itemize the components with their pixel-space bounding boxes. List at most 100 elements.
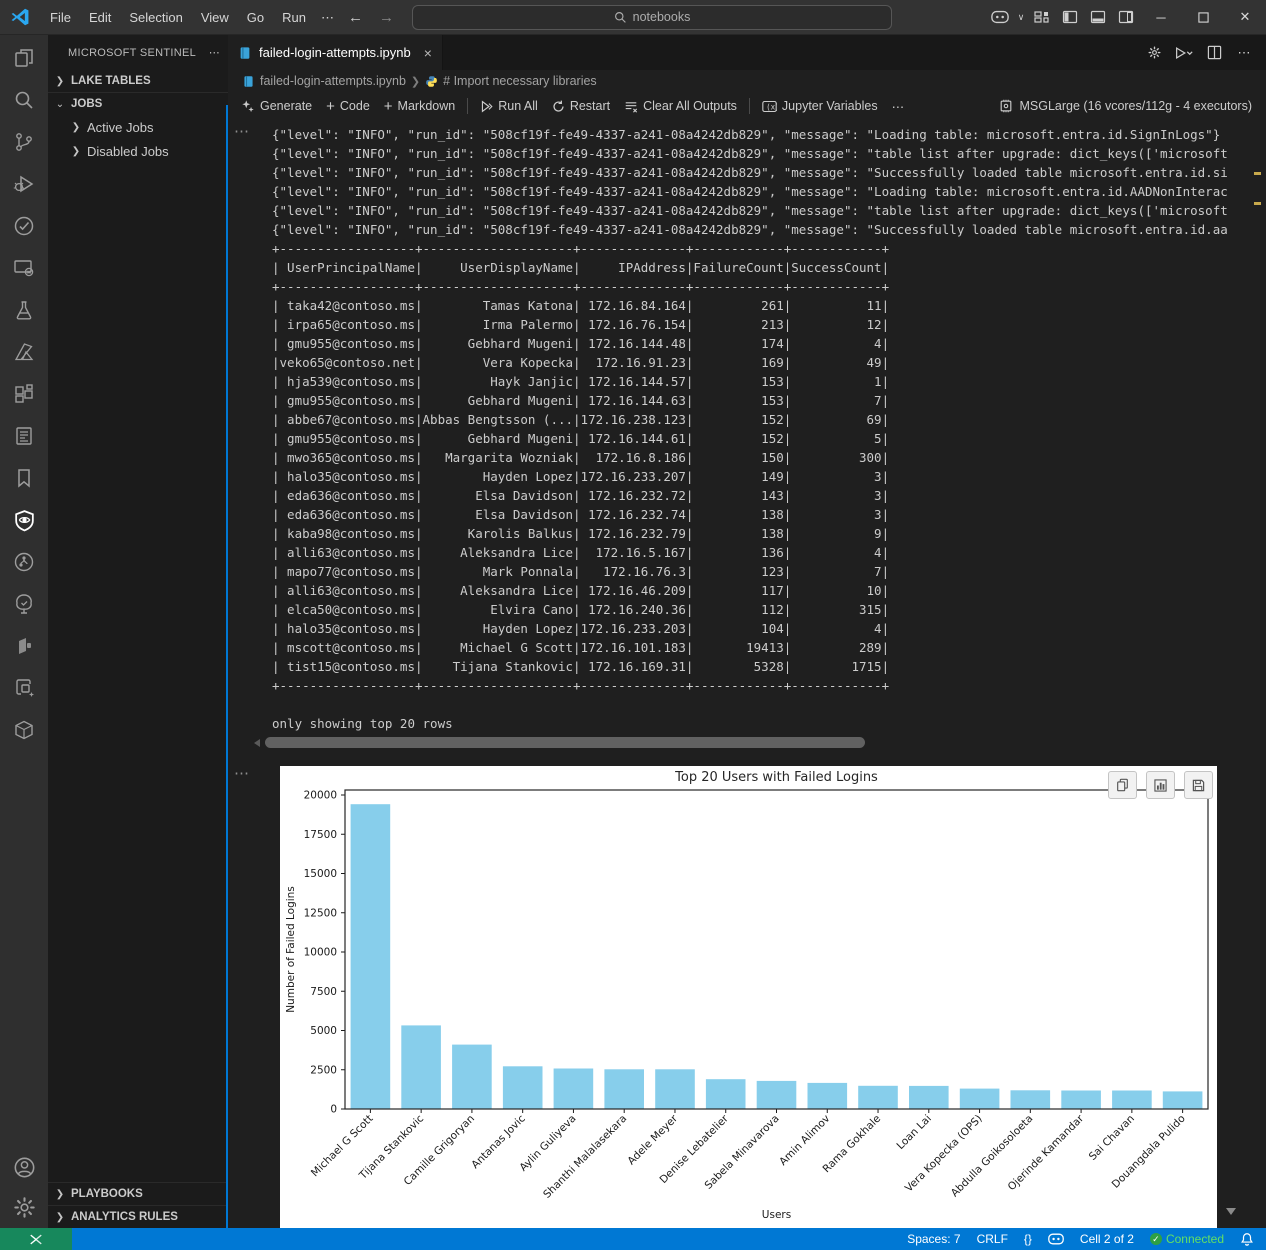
lab-flask-icon[interactable] bbox=[11, 297, 37, 323]
copilot-chevron-icon[interactable]: ∨ bbox=[1017, 11, 1025, 22]
toggle-sidebar-icon[interactable] bbox=[1056, 3, 1084, 31]
breadcrumb[interactable]: failed-login-attempts.ipynb ❯ # Import n… bbox=[228, 70, 1266, 92]
notebook-settings-gear-icon[interactable] bbox=[1140, 39, 1168, 67]
window-maximize-button[interactable] bbox=[1182, 0, 1224, 34]
menu-go[interactable]: Go bbox=[246, 9, 265, 25]
activity-bar bbox=[0, 35, 48, 1228]
scroll-down-indicator[interactable] bbox=[1226, 1208, 1236, 1215]
history-back-button[interactable]: ← bbox=[348, 8, 363, 26]
split-editor-icon[interactable] bbox=[1200, 39, 1228, 67]
window-close-button[interactable]: ✕ bbox=[1239, 9, 1251, 24]
run-all-icon bbox=[482, 99, 493, 113]
breadcrumb-cell[interactable]: # Import necessary libraries bbox=[443, 74, 597, 88]
history-forward-button[interactable]: → bbox=[379, 8, 394, 26]
open-plot-viewer-button[interactable] bbox=[1146, 771, 1175, 799]
editor-more-actions-icon[interactable]: ⋯ bbox=[1237, 44, 1251, 60]
hscroll-left-arrow[interactable] bbox=[254, 739, 260, 747]
tab-failed-login-attempts[interactable]: failed-login-attempts.ipynb × bbox=[228, 35, 443, 70]
azure-icon[interactable] bbox=[11, 339, 37, 365]
generate-button[interactable]: Generate bbox=[234, 94, 319, 118]
cell-toolbar-ellipsis[interactable]: ⋯ bbox=[234, 123, 250, 140]
sparkle-box-icon[interactable] bbox=[11, 675, 37, 701]
toolbar-more-actions[interactable]: ⋯ bbox=[885, 94, 912, 118]
cell-toolbar-ellipsis[interactable]: ⋯ bbox=[234, 765, 250, 782]
svg-text:Users: Users bbox=[762, 1209, 791, 1221]
tab-title: failed-login-attempts.ipynb bbox=[259, 45, 411, 60]
run-all-button[interactable]: Run All bbox=[473, 94, 545, 118]
sentinel-shield-icon[interactable] bbox=[11, 507, 37, 533]
restart-button[interactable]: Restart bbox=[545, 94, 617, 118]
section-playbooks[interactable]: ❯ PLAYBOOKS bbox=[48, 1182, 228, 1205]
menu-selection[interactable]: Selection bbox=[129, 9, 183, 25]
chevron-right-icon: ❯ bbox=[71, 121, 81, 133]
add-markdown-cell-button[interactable]: + Markdown bbox=[377, 94, 462, 118]
breadcrumb-file[interactable]: failed-login-attempts.ipynb bbox=[260, 74, 406, 88]
copy-plot-button[interactable] bbox=[1108, 771, 1137, 799]
tree-item-active-jobs[interactable]: ❯ Active Jobs bbox=[48, 115, 228, 139]
copilot-icon[interactable] bbox=[986, 3, 1014, 31]
status-connected[interactable]: ✓ Connected bbox=[1142, 1232, 1232, 1246]
section-analytics-rules[interactable]: ❯ ANALYTICS RULES bbox=[48, 1205, 228, 1228]
search-value: notebooks bbox=[632, 10, 691, 24]
search-icon[interactable] bbox=[11, 87, 37, 113]
source-control-icon[interactable] bbox=[11, 129, 37, 155]
status-eol[interactable]: CRLF bbox=[976, 1232, 1008, 1246]
restart-icon bbox=[553, 100, 564, 112]
jupyter-variables-button[interactable]: (x) Jupyter Variables bbox=[755, 94, 885, 118]
command-center-search[interactable]: notebooks bbox=[412, 4, 892, 30]
remote-explorer-icon[interactable] bbox=[11, 255, 37, 281]
menu-run[interactable]: Run bbox=[282, 9, 306, 25]
notifications-bell-icon[interactable] bbox=[1232, 1232, 1266, 1246]
run-menu-icon[interactable] bbox=[1170, 39, 1198, 67]
bookmark-icon[interactable] bbox=[11, 465, 37, 491]
tree-icon[interactable] bbox=[11, 591, 37, 617]
status-language-brackets[interactable]: {} bbox=[1023, 1232, 1032, 1246]
report-notebook-icon[interactable] bbox=[11, 423, 37, 449]
kernel-picker[interactable]: MSGLarge (16 vcores/112g - 4 executors) bbox=[999, 99, 1266, 113]
testing-icon[interactable] bbox=[11, 213, 37, 239]
settings-gear-icon[interactable] bbox=[11, 1194, 37, 1220]
chevron-right-icon: ❯ bbox=[71, 145, 81, 157]
window-minimize-button[interactable]: ─ bbox=[1156, 9, 1166, 25]
save-plot-button[interactable] bbox=[1184, 771, 1213, 799]
clear-outputs-icon bbox=[625, 101, 638, 113]
notebook-file-icon bbox=[240, 46, 250, 59]
sidebar-resize-sash[interactable] bbox=[226, 105, 228, 1228]
toggle-secondary-sidebar-icon[interactable] bbox=[1112, 3, 1140, 31]
tree-item-label: Disabled Jobs bbox=[87, 143, 169, 159]
svg-text:Top 20 Users with Failed Login: Top 20 Users with Failed Logins bbox=[674, 770, 878, 785]
menu-overflow[interactable]: ⋯ bbox=[321, 9, 334, 25]
explorer-icon[interactable] bbox=[11, 45, 37, 71]
notebook-chart-output: 0 2500 5000 7500 10000 12500 15000 17500 20000 Mi… bbox=[280, 766, 1217, 1228]
svg-text:17500: 17500 bbox=[304, 829, 337, 841]
menu-edit[interactable]: Edit bbox=[88, 9, 112, 25]
clear-all-outputs-button[interactable]: Clear All Outputs bbox=[617, 94, 744, 118]
fabric-logo-icon[interactable] bbox=[11, 633, 37, 659]
tree-item-disabled-jobs[interactable]: ❯ Disabled Jobs bbox=[48, 139, 228, 163]
tab-close-icon[interactable]: × bbox=[423, 44, 432, 61]
remote-indicator[interactable] bbox=[0, 1228, 72, 1250]
section-jobs[interactable]: ⌄ JOBS bbox=[48, 92, 228, 115]
account-icon[interactable] bbox=[11, 1154, 37, 1180]
data-pipeline-icon[interactable] bbox=[11, 549, 37, 575]
menu-view[interactable]: View bbox=[200, 9, 229, 25]
menu-file[interactable]: File bbox=[50, 9, 71, 25]
section-label: JOBS bbox=[71, 98, 103, 110]
button-label: Jupyter Variables bbox=[781, 99, 878, 113]
status-cell-indicator[interactable]: Cell 2 of 2 bbox=[1079, 1232, 1134, 1246]
plus-icon: + bbox=[383, 97, 393, 115]
customize-layout-icon[interactable] bbox=[1028, 3, 1056, 31]
run-debug-icon[interactable] bbox=[11, 171, 37, 197]
toggle-panel-icon[interactable] bbox=[1084, 3, 1112, 31]
section-lake-tables[interactable]: ❯ LAKE TABLES bbox=[48, 70, 228, 92]
horizontal-scrollbar[interactable] bbox=[265, 737, 865, 748]
sidebar-more-actions[interactable]: ⋯ bbox=[208, 47, 220, 59]
package-box-icon[interactable] bbox=[11, 717, 37, 743]
add-code-cell-button[interactable]: + Code bbox=[319, 94, 377, 118]
status-copilot-icon[interactable] bbox=[1040, 1233, 1072, 1245]
search-icon bbox=[614, 11, 626, 23]
status-spaces[interactable]: Spaces: 7 bbox=[907, 1232, 961, 1246]
svg-text:15000: 15000 bbox=[304, 868, 337, 880]
workspace-grid-icon[interactable] bbox=[11, 381, 37, 407]
